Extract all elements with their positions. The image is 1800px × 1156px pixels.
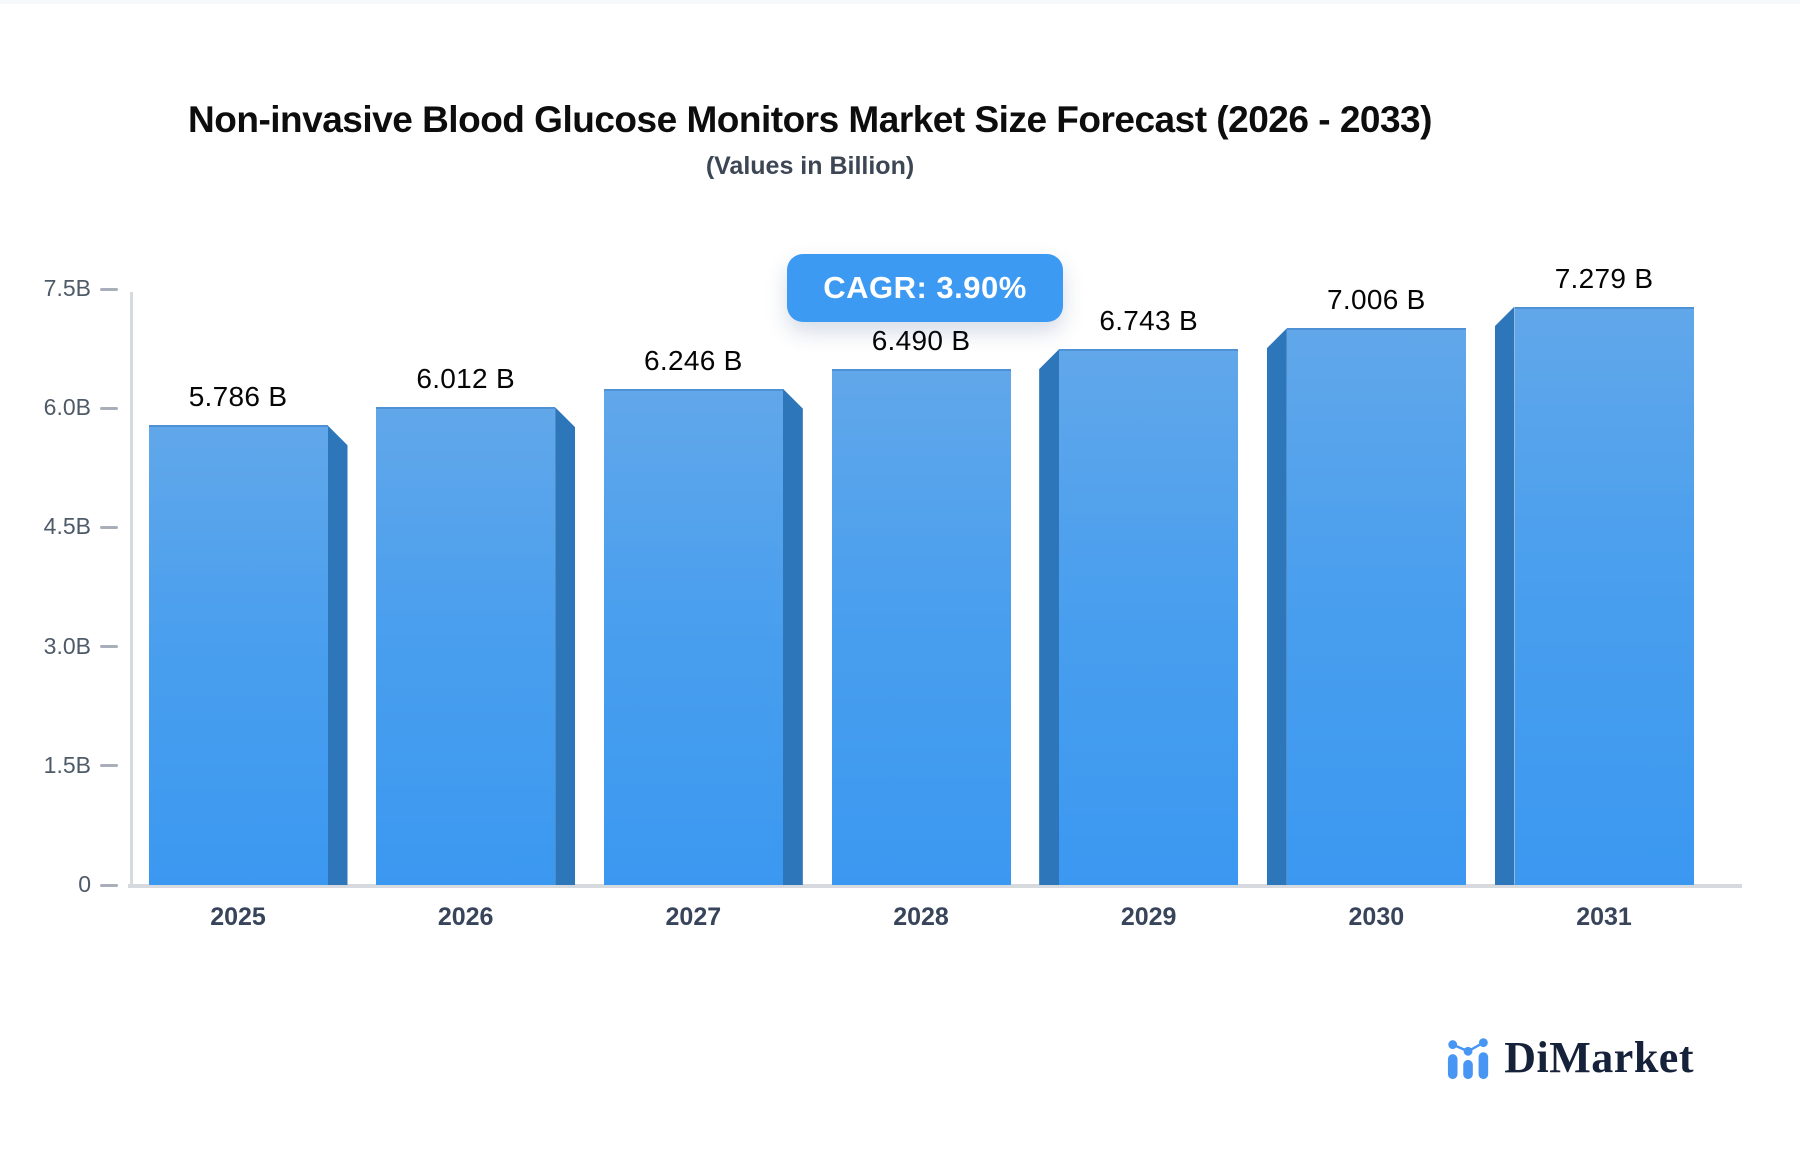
y-axis-line xyxy=(130,292,133,885)
bar-value-label: 7.006 B xyxy=(1327,284,1426,316)
y-axis-tick-label: 3.0B xyxy=(43,632,91,659)
bar-value-label: 6.012 B xyxy=(416,363,515,395)
y-axis-tick-label: 4.5B xyxy=(43,513,91,540)
y-axis-tick-label: 6.0B xyxy=(43,394,91,421)
x-axis-label: 2029 xyxy=(1120,903,1177,931)
y-axis-tick-label: 1.5B xyxy=(43,751,91,778)
x-axis-label: 2031 xyxy=(1576,903,1632,931)
bar-value-label: 5.786 B xyxy=(188,381,288,413)
bar-2028[interactable] xyxy=(831,369,1011,885)
bar-3d-side xyxy=(1494,306,1515,885)
bar-2029[interactable] xyxy=(1059,349,1239,885)
bar-2027[interactable] xyxy=(603,388,783,885)
bar-3d-side xyxy=(782,388,803,885)
page-top-border xyxy=(0,0,1800,4)
chart-title: Non-invasive Blood Glucose Monitors Mark… xyxy=(188,99,1432,140)
y-axis-tick-label: 7.5B xyxy=(43,275,91,301)
y-axis-tick xyxy=(100,406,118,410)
bar-value-label: 6.490 B xyxy=(871,325,971,357)
chart-subtitle: (Values in Billion) xyxy=(705,152,915,181)
y-axis-tick xyxy=(100,525,118,529)
bar-value-label: 7.279 B xyxy=(1554,262,1654,294)
y-axis-tick xyxy=(100,883,118,887)
bar-2031[interactable] xyxy=(1514,306,1694,885)
dimarket-logo[interactable]: DiMarket xyxy=(1446,1032,1694,1083)
bar-value-label: 6.743 B xyxy=(1099,305,1198,337)
bar-3d-side xyxy=(1039,349,1060,885)
dimarket-bars-icon xyxy=(1446,1035,1492,1081)
bar-2026[interactable] xyxy=(376,407,556,885)
chart-header: Non-invasive Blood Glucose Monitors Mark… xyxy=(0,98,1620,181)
y-axis-tick xyxy=(100,645,118,649)
bar-value-label: 6.246 B xyxy=(644,344,743,376)
bar-2025[interactable] xyxy=(148,425,328,885)
brand-name: DiMarket xyxy=(1504,1033,1694,1082)
y-axis-tick xyxy=(100,287,118,291)
bar-3d-side xyxy=(1266,328,1287,885)
x-axis-baseline xyxy=(128,884,1742,888)
x-axis-label: 2030 xyxy=(1348,903,1405,931)
bar-3d-side xyxy=(327,425,348,885)
bar-2030[interactable] xyxy=(1286,328,1466,885)
x-axis-label: 2027 xyxy=(665,903,722,931)
x-axis-label: 2026 xyxy=(437,903,494,931)
y-axis-tick xyxy=(100,764,118,768)
bar-3d-side xyxy=(555,407,576,885)
cagr-badge: CAGR: 3.90% xyxy=(787,254,1063,322)
y-axis-tick-label: 0 xyxy=(78,871,91,897)
x-axis-label: 2028 xyxy=(893,903,949,931)
x-axis-label: 2025 xyxy=(210,903,266,931)
